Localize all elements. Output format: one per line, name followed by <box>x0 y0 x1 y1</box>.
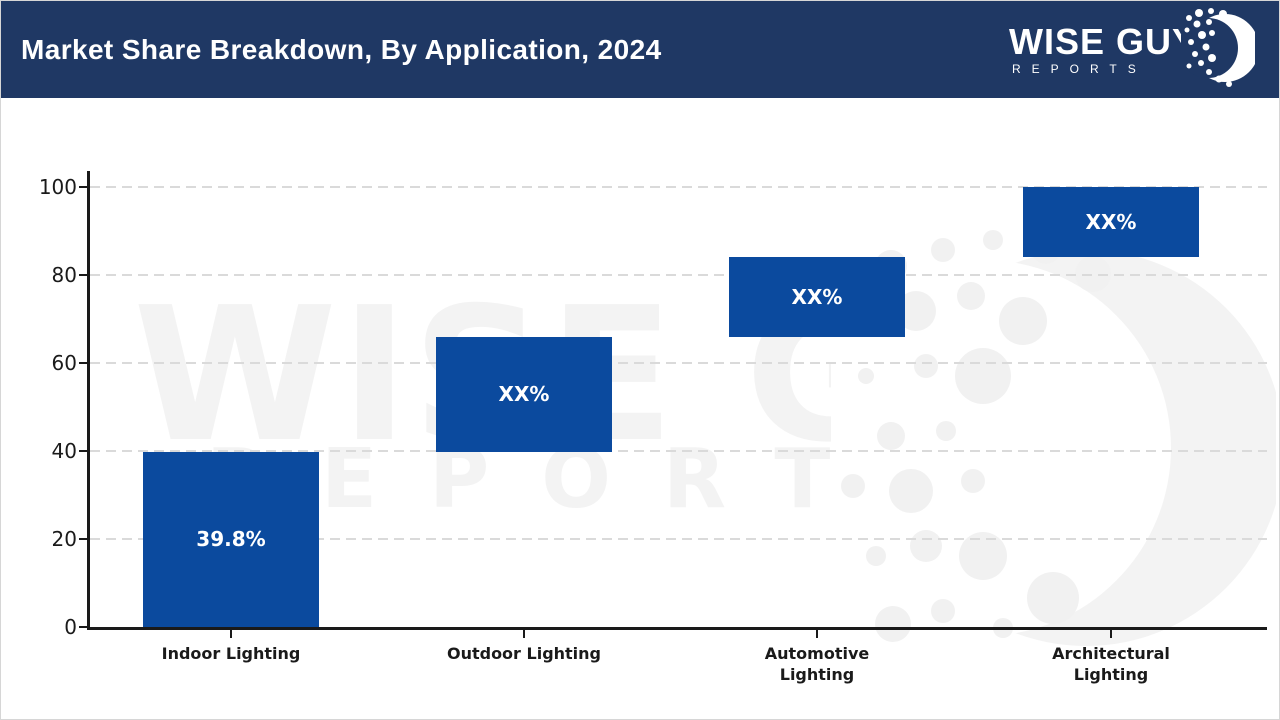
y-tick-label-40: 40 <box>51 439 77 463</box>
page-title: Market Share Breakdown, By Application, … <box>21 33 662 65</box>
logo-subtitle: REPORTS <box>1011 62 1147 76</box>
plot-area: 0 20 40 60 80 100 39.8% Indoor Lighting XX% Outdo… <box>1 98 1279 719</box>
y-axis-line <box>87 171 90 630</box>
logo-text: WISE GUY REPORTS <box>1008 21 1197 76</box>
x-category-label-4: Architectural Lighting <box>1052 644 1170 684</box>
watermark-dotted-head <box>831 230 1276 646</box>
x-axis-line <box>87 627 1267 630</box>
bar-1: 39.8% <box>143 451 319 627</box>
x-category-label-3: Automotive Lighting <box>764 644 870 684</box>
wise-guy-reports-logo: WISE GUY REPORTS <box>1008 7 1255 92</box>
gridline-80 <box>90 274 1267 276</box>
bar-value-label-1: 39.8% <box>196 527 266 552</box>
y-tick-label-0: 0 <box>64 615 77 639</box>
y-tickmark-40 <box>79 450 87 452</box>
gridline-20 <box>90 538 1267 540</box>
x-tickmark-4 <box>1110 630 1112 638</box>
bar-value-label-4: XX% <box>1085 210 1137 235</box>
watermark-subtitle: REPORTS <box>206 432 994 527</box>
x-tickmark-2 <box>523 630 525 638</box>
bar-2: XX% <box>436 336 612 452</box>
y-tickmark-100 <box>79 186 87 188</box>
y-tickmark-80 <box>79 274 87 276</box>
header-bar: Market Share Breakdown, By Application, … <box>1 1 1279 98</box>
y-tickmark-20 <box>79 538 87 540</box>
y-tick-label-60: 60 <box>51 351 77 375</box>
bar-value-label-3: XX% <box>791 284 843 309</box>
gridline-100 <box>90 186 1267 188</box>
x-category-label-2: Outdoor Lighting <box>446 644 602 663</box>
y-tick-label-80: 80 <box>51 263 77 287</box>
y-tickmark-60 <box>79 362 87 364</box>
y-tick-label-100: 100 <box>38 175 77 199</box>
gridline-60 <box>90 362 1267 364</box>
y-tick-label-20: 20 <box>51 527 77 551</box>
gridline-40 <box>90 450 1267 452</box>
x-category-label-1: Indoor Lighting <box>161 644 301 663</box>
x-tickmark-1 <box>230 630 232 638</box>
bar-value-label-2: XX% <box>498 382 550 407</box>
bar-4: XX% <box>1023 187 1199 258</box>
logo-wordmark: WISE GUY <box>1008 21 1197 62</box>
dotted-head-icon <box>1181 7 1255 87</box>
x-tickmark-3 <box>816 630 818 638</box>
bar-3: XX% <box>729 257 905 337</box>
y-tickmark-0 <box>79 626 87 628</box>
